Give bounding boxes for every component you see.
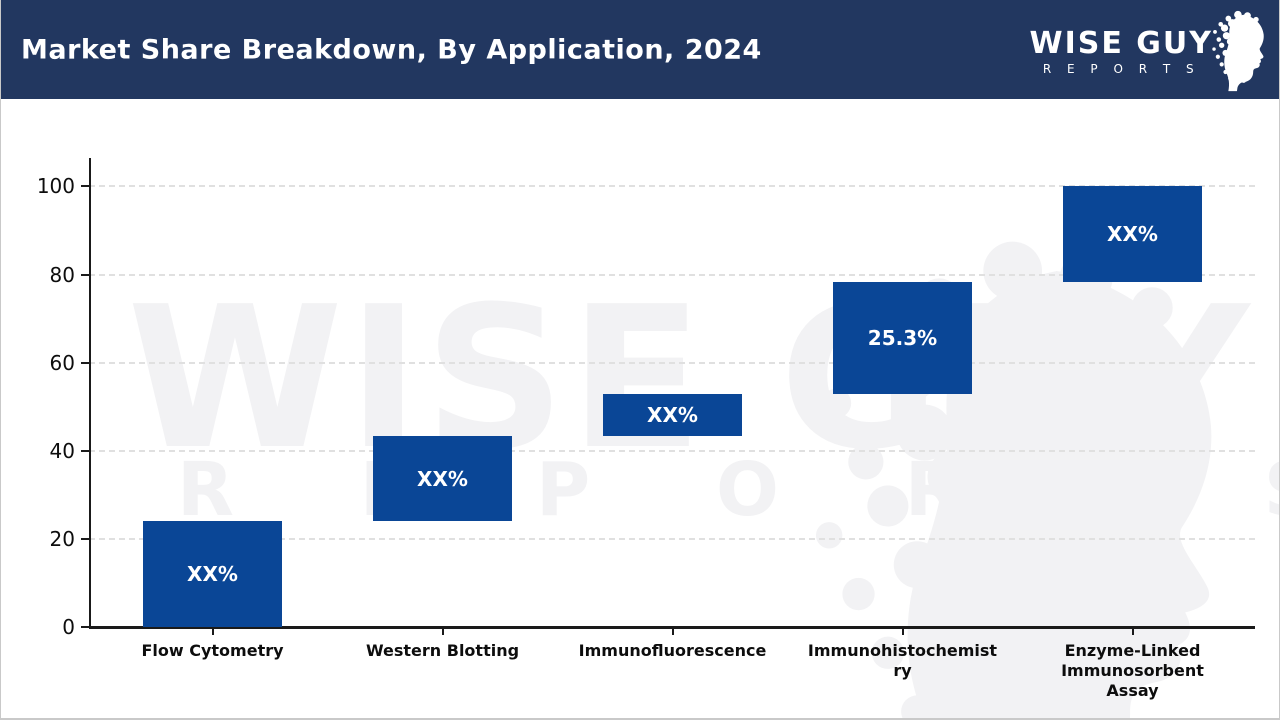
wise-guy-reports-logo: WISE GUY R E P O R T S: [1029, 8, 1267, 94]
bar-flow-cytometry: XX%: [143, 521, 282, 627]
background-watermark: WISE GUY R E P O R T S: [1, 99, 1279, 718]
bar-immunohistochemistry: 25.3%: [833, 282, 972, 394]
x-tick-label-line: Western Blotting: [365, 641, 520, 660]
y-tick-0: [81, 626, 89, 628]
x-tick-label-line: Immunohistochemist: [807, 641, 998, 660]
bar-value-label: XX%: [417, 466, 468, 491]
chart-title: Market Share Breakdown, By Application, …: [21, 34, 762, 65]
logo-text-block: WISE GUY R E P O R T S: [1029, 26, 1213, 76]
y-tick-60: [81, 361, 89, 364]
bar-immunofluorescence: XX%: [603, 393, 742, 436]
y-axis-line: [89, 158, 91, 628]
y-tick-label-20: 20: [49, 526, 75, 551]
x-tick-4: [1131, 628, 1134, 635]
bar-value-label: 25.3%: [867, 326, 938, 351]
gridline-80: [89, 273, 1255, 276]
gridline-40: [89, 449, 1255, 452]
y-tick-label-80: 80: [49, 262, 75, 287]
x-tick-label-4: Enzyme-Linked Immunosorbent Assay: [1013, 641, 1253, 701]
y-tick-80: [81, 273, 89, 276]
logo-face-icon: [1205, 9, 1267, 93]
y-tick-20: [81, 537, 89, 540]
gridline-60: [89, 361, 1255, 364]
gridline-100: [89, 185, 1255, 188]
x-tick-label-2: Immunofluorescence: [553, 641, 793, 661]
x-tick-label-line: Assay: [1106, 681, 1159, 700]
bar-value-label: XX%: [187, 562, 238, 587]
y-tick-40: [81, 449, 89, 452]
x-tick-label-0: Flow Cytometry: [93, 641, 333, 661]
x-tick-1: [441, 628, 444, 635]
x-tick-2: [671, 628, 674, 635]
x-tick-label-line: ry: [893, 661, 912, 680]
y-tick-label-40: 40: [49, 438, 75, 463]
x-tick-label-3: Immunohistochemist ry: [783, 641, 1023, 681]
x-tick-label-1: Western Blotting: [323, 641, 563, 661]
x-tick-label-line: Enzyme-Linked: [1064, 641, 1201, 660]
x-tick-0: [211, 628, 214, 635]
logo-brand-name: WISE GUY: [1029, 26, 1213, 61]
y-tick-label-60: 60: [49, 350, 75, 375]
y-tick-label-100: 100: [36, 174, 75, 199]
bar-western-blotting: XX%: [373, 435, 512, 522]
report-header: Market Share Breakdown, By Application, …: [1, 0, 1279, 99]
x-tick-label-line: Immunosorbent: [1061, 661, 1204, 680]
y-tick-100: [81, 185, 89, 188]
logo-reports-label: R E P O R T S: [1042, 62, 1200, 76]
x-tick-label-line: Immunofluorescence: [578, 641, 767, 660]
x-tick-label-line: Flow Cytometry: [141, 641, 284, 660]
bar-value-label: XX%: [1107, 222, 1158, 247]
y-tick-label-0: 0: [62, 615, 75, 639]
x-axis-line: [89, 626, 1255, 629]
bar-value-label: XX%: [647, 402, 698, 427]
bar-enzyme-linked-immunosorbent-assay: XX%: [1063, 186, 1202, 283]
x-tick-3: [901, 628, 904, 635]
gridline-20: [89, 537, 1255, 540]
